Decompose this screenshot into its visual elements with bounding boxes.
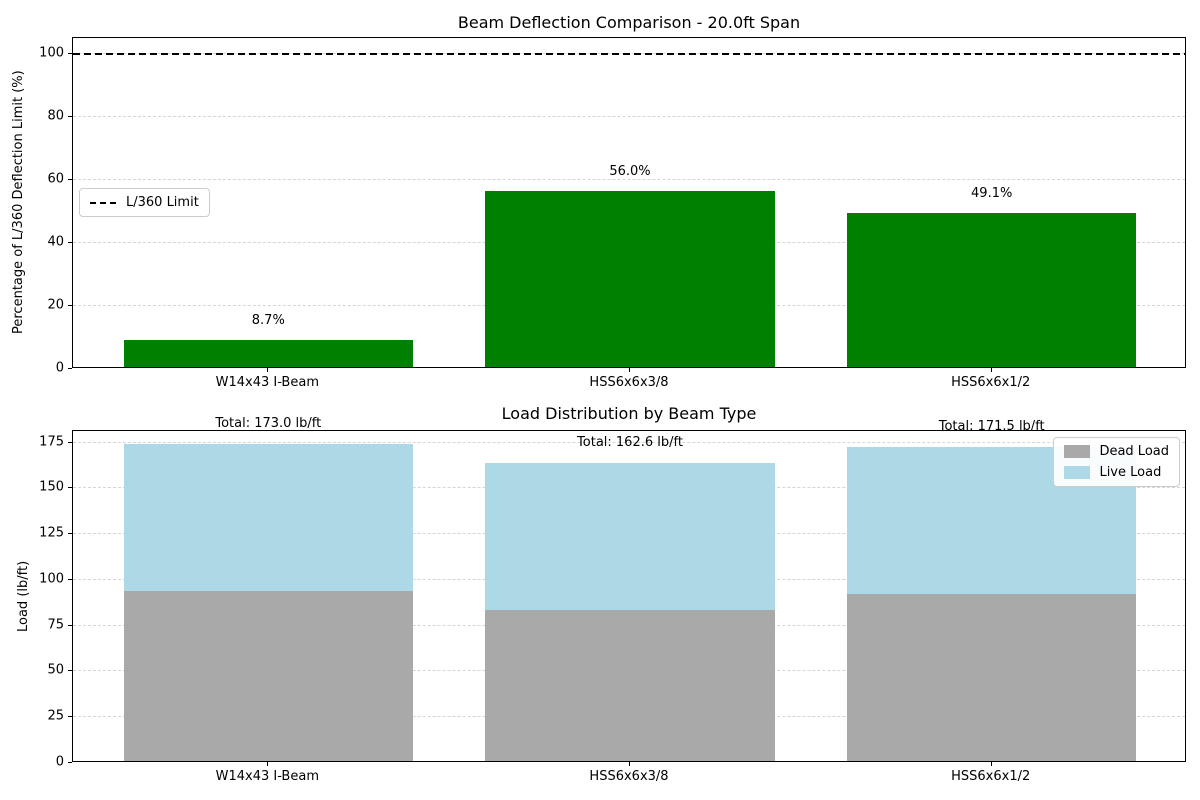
dead-load-segment [485, 609, 775, 761]
y-tick-mark [68, 116, 72, 118]
y-tick-mark [68, 368, 72, 369]
deflection-chart: Beam Deflection Comparison - 20.0ft Span… [11, 13, 1186, 390]
legend-entry: Live Load [1064, 465, 1169, 480]
y-tick-mark [68, 578, 72, 580]
legend-entry: L/360 Limit [90, 195, 199, 210]
x-tick-mark [267, 368, 269, 372]
legend-label: L/360 Limit [126, 195, 199, 210]
plot-area: Total: 173.0 lb/ft Total: 162.6 lb/ft Tota… [72, 416, 1186, 762]
x-tick-label: W14x43 I-Beam [215, 375, 319, 390]
gridline [73, 441, 1185, 443]
reference-line [73, 53, 1185, 56]
legend-swatch [1064, 466, 1091, 479]
bar [123, 339, 413, 367]
chart-title: Beam Deflection Comparison - 20.0ft Span [457, 13, 801, 32]
x-tick-mark [990, 762, 992, 766]
y-tick-label: 125 [39, 525, 64, 541]
y-tick-mark [68, 762, 72, 763]
x-tick-label: HSS6x6x3/8 [589, 769, 669, 784]
y-tick-label: 75 [47, 617, 64, 633]
x-tick-mark [629, 368, 630, 372]
legend-swatch [1064, 445, 1091, 458]
y-tick-label: 40 [47, 234, 64, 250]
y-tick-label: 50 [47, 662, 64, 678]
bar [847, 212, 1137, 367]
y-tick-mark [68, 533, 72, 535]
total-label: Total: 171.5 lb/ft [938, 419, 1045, 435]
x-tick-label: W14x43 I-Beam [215, 769, 319, 784]
y-tick-label: 100 [39, 571, 64, 587]
legend-label: Live Load [1099, 465, 1162, 480]
bar-value-label: 8.7% [251, 312, 285, 328]
legend-swatch [90, 201, 117, 204]
y-tick-mark [68, 441, 72, 443]
chart-title: Load Distribution by Beam Type [501, 404, 757, 423]
y-tick-mark [68, 179, 72, 181]
y-tick-label: 60 [47, 171, 64, 187]
y-tick-mark [68, 624, 72, 626]
legend-entry: Dead Load [1064, 444, 1169, 459]
y-tick-mark [68, 305, 72, 307]
y-tick-label: 175 [39, 434, 64, 450]
dead-load-segment [847, 593, 1137, 761]
legend-label: Dead Load [1099, 444, 1169, 459]
plot-area: 8.7% 56.0% 49.1% L/360 Limit [72, 37, 1186, 368]
y-tick-label: 100 [39, 45, 64, 61]
x-tick-label: HSS6x6x1/2 [951, 769, 1031, 784]
y-tick-label: 25 [47, 708, 64, 724]
y-tick-mark [68, 242, 72, 244]
y-tick-mark [68, 487, 72, 489]
y-tick-mark [68, 716, 72, 718]
x-tick-label: HSS6x6x1/2 [951, 375, 1031, 390]
y-axis-label: Percentage of L/360 Deflection Limit (%) [11, 70, 26, 335]
y-tick-mark [68, 53, 72, 55]
total-label: Total: 173.0 lb/ft [215, 416, 322, 432]
x-tick-mark [629, 762, 630, 766]
load-chart: Load Distribution by Beam Type Load (lb/… [0, 400, 1200, 800]
live-load-segment [485, 463, 775, 610]
y-tick-label: 0 [55, 360, 64, 376]
gridline [73, 116, 1185, 118]
bar-value-label: 56.0% [609, 163, 651, 179]
bar-value-label: 49.1% [971, 185, 1013, 201]
y-tick-mark [68, 670, 72, 672]
gridline [73, 179, 1185, 181]
y-tick-label: 80 [47, 108, 64, 124]
legend: Dead Load Live Load [1053, 437, 1180, 487]
total-label: Total: 162.6 lb/ft [577, 435, 683, 451]
bar [485, 190, 775, 367]
x-tick-label: HSS6x6x3/8 [589, 375, 669, 390]
x-tick-mark [990, 368, 992, 372]
y-tick-label: 0 [55, 754, 64, 770]
y-tick-label: 150 [39, 479, 64, 495]
legend: L/360 Limit [79, 188, 210, 217]
x-tick-mark [267, 762, 269, 766]
live-load-segment [123, 444, 413, 591]
y-tick-label: 20 [47, 297, 64, 313]
dead-load-segment [123, 590, 413, 761]
